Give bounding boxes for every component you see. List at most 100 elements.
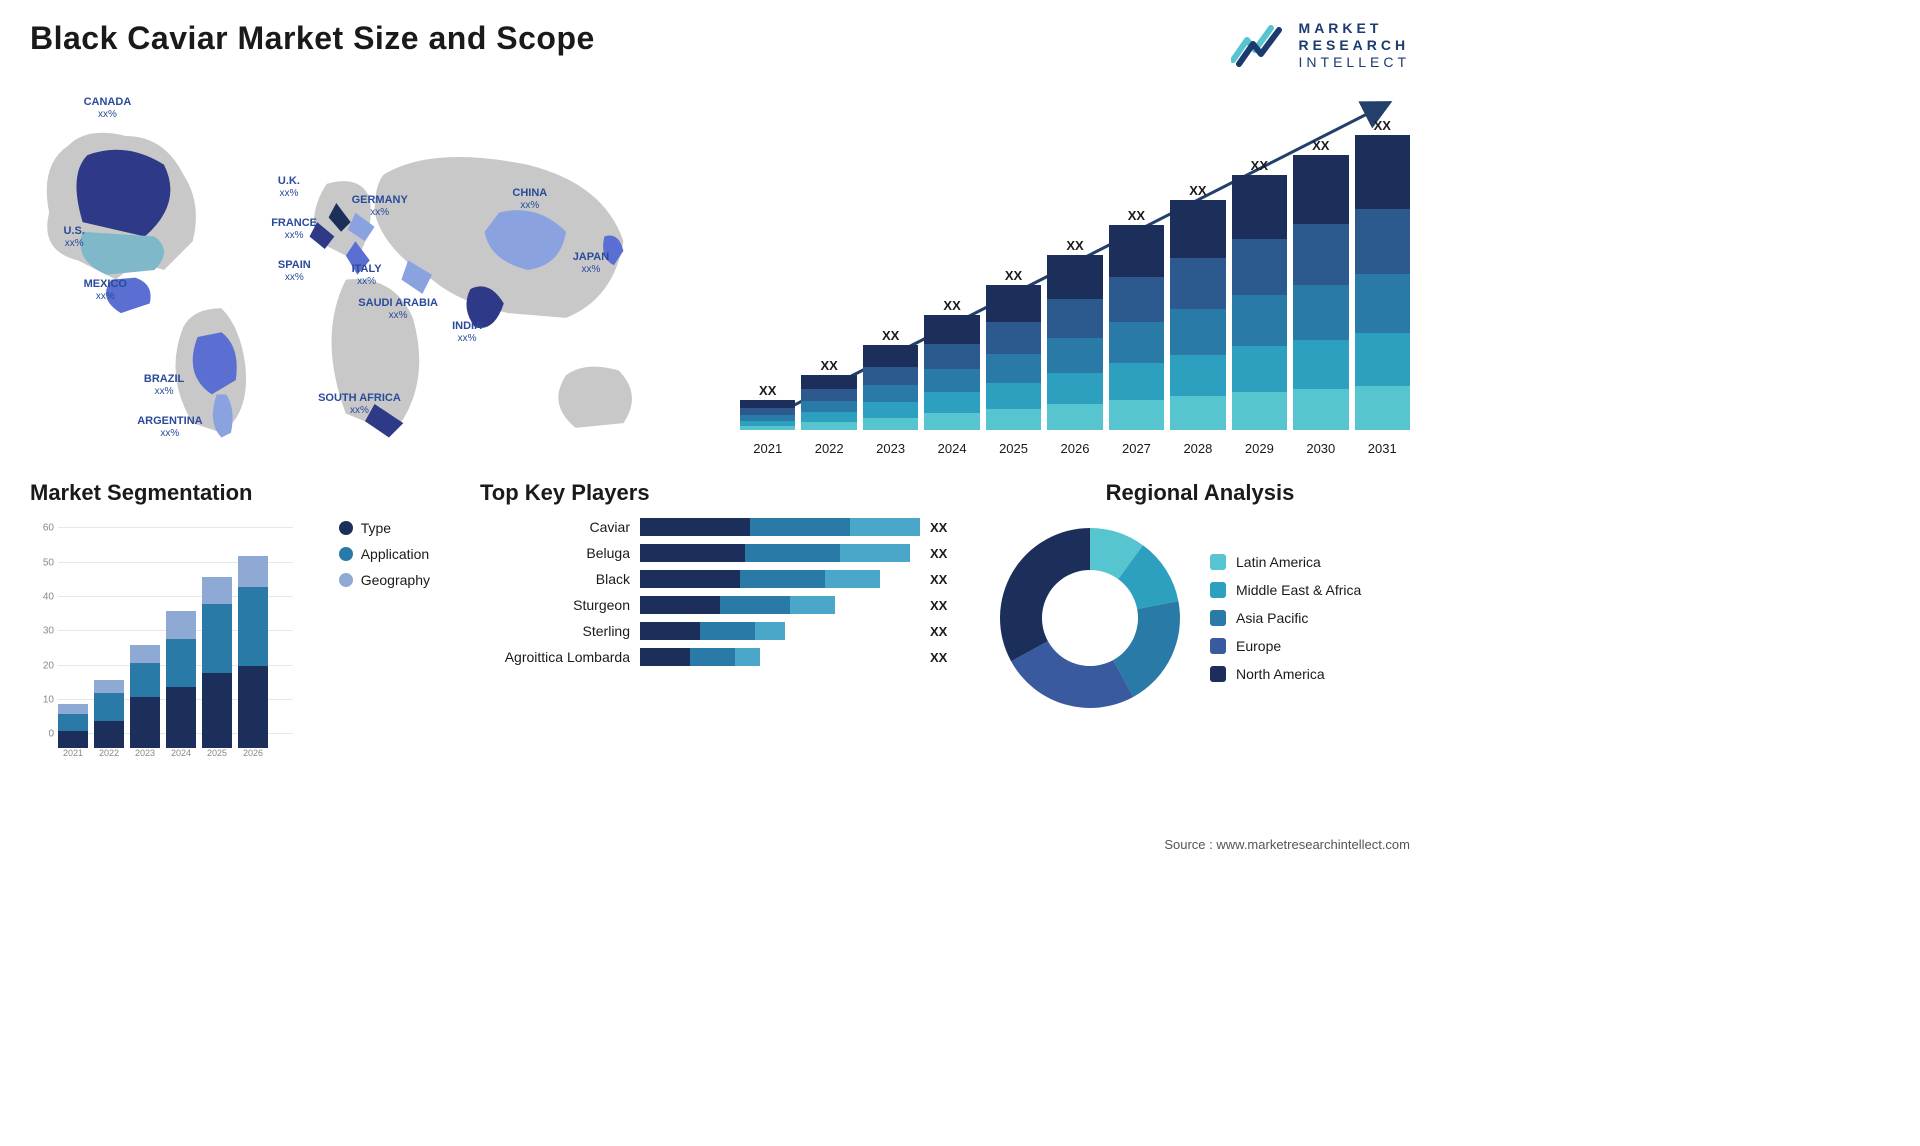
region-legend-item: Middle East & Africa: [1210, 582, 1361, 598]
map-label: SOUTH AFRICAxx%: [318, 392, 401, 416]
seg-bar: [94, 680, 124, 749]
growth-value-label: XX: [1128, 208, 1145, 223]
player-row: BlackXX: [480, 570, 960, 588]
growth-xlabel: 2026: [1047, 441, 1102, 456]
growth-xlabel: 2022: [801, 441, 856, 456]
growth-xlabel: 2025: [986, 441, 1041, 456]
map-label: MEXICOxx%: [84, 278, 127, 302]
logo-line1: MARKET: [1299, 20, 1410, 37]
growth-bar: XX: [1047, 238, 1102, 430]
growth-value-label: XX: [821, 358, 838, 373]
player-label: Caviar: [480, 519, 630, 535]
growth-xlabel: 2024: [924, 441, 979, 456]
map-label: GERMANYxx%: [352, 194, 408, 218]
growth-bar: XX: [1355, 118, 1410, 430]
growth-value-label: XX: [1066, 238, 1083, 253]
growth-bar: XX: [1293, 138, 1348, 430]
region-legend-item: Latin America: [1210, 554, 1361, 570]
map-label: CANADAxx%: [84, 96, 132, 120]
seg-xlabels: 2021 2022 2023 2024 2025 2026: [30, 748, 450, 758]
player-bar: [640, 544, 920, 562]
seg-xlabel: 2023: [130, 748, 160, 758]
map-label: SAUDI ARABIAxx%: [358, 297, 438, 321]
seg-legend-item: Type: [339, 520, 430, 536]
player-label: Agroittica Lombarda: [480, 649, 630, 665]
player-value: XX: [930, 624, 960, 639]
players-list: CaviarXXBelugaXXBlackXXSturgeonXXSterlin…: [480, 518, 960, 666]
growth-bar: XX: [1109, 208, 1164, 430]
player-row: SturgeonXX: [480, 596, 960, 614]
logo-line2: RESEARCH: [1299, 37, 1410, 54]
player-row: SterlingXX: [480, 622, 960, 640]
growth-bar: XX: [924, 298, 979, 430]
map-label: BRAZILxx%: [144, 373, 184, 397]
player-value: XX: [930, 650, 960, 665]
seg-xlabel: 2022: [94, 748, 124, 758]
seg-xlabel: 2024: [166, 748, 196, 758]
player-label: Beluga: [480, 545, 630, 561]
page-title: Black Caviar Market Size and Scope: [30, 20, 595, 57]
region-legend: Latin AmericaMiddle East & AfricaAsia Pa…: [1210, 554, 1361, 682]
player-row: Agroittica Lombarda XX: [480, 648, 960, 666]
growth-bar: XX: [986, 268, 1041, 430]
player-row: Beluga XX: [480, 544, 960, 562]
logo-icon: [1231, 22, 1289, 68]
region-legend-item: Europe: [1210, 638, 1361, 654]
seg-bar: [166, 611, 196, 748]
regional-panel: Regional Analysis Latin America Middle Ea…: [990, 480, 1410, 758]
seg-bar: [130, 645, 160, 748]
bottom-row: Market Segmentation 0102030405060 202120…: [30, 480, 1410, 758]
growth-chart: XXXXXXXXXXXXXXXXXXXXXX 20212022202320242…: [740, 80, 1410, 460]
growth-value-label: XX: [1312, 138, 1329, 153]
growth-value-label: XX: [759, 383, 776, 398]
growth-xlabel: 2029: [1232, 441, 1287, 456]
growth-xlabels: 2021202220232024202520262027202820292030…: [740, 441, 1410, 456]
player-value: XX: [930, 546, 960, 561]
map-label: ITALYxx%: [352, 263, 382, 287]
seg-bar: [202, 577, 232, 749]
growth-bar: XX: [740, 383, 795, 430]
growth-value-label: XX: [882, 328, 899, 343]
map-label: CHINAxx%: [512, 187, 547, 211]
map-label: FRANCExx%: [271, 217, 317, 241]
player-value: XX: [930, 598, 960, 613]
seg-legend-item: Geography: [339, 572, 430, 588]
page: Black Caviar Market Size and Scope MARKE…: [0, 0, 1440, 860]
growth-bar: XX: [801, 358, 856, 430]
segmentation-panel: Market Segmentation 0102030405060 202120…: [30, 480, 450, 758]
seg-xlabel: 2025: [202, 748, 232, 758]
regional-title: Regional Analysis: [990, 480, 1410, 506]
donut-chart: [990, 518, 1190, 718]
growth-bar: XX: [863, 328, 918, 430]
seg-bar: [58, 704, 88, 749]
growth-value-label: XX: [1374, 118, 1391, 133]
growth-bar: XX: [1232, 158, 1287, 430]
player-bar: [640, 648, 920, 666]
logo-text: MARKET RESEARCH INTELLECT: [1299, 20, 1410, 70]
growth-value-label: XX: [943, 298, 960, 313]
source-text: Source : www.marketresearchintellect.com: [1164, 837, 1410, 852]
seg-xlabel: 2021: [58, 748, 88, 758]
top-row: CANADAxx%U.S.xx%MEXICOxx%BRAZILxx%ARGENT…: [30, 80, 1410, 460]
players-panel: Top Key Players CaviarXXBelugaXXBlackXXS…: [480, 480, 960, 758]
growth-xlabel: 2023: [863, 441, 918, 456]
growth-xlabel: 2028: [1170, 441, 1225, 456]
seg-xlabel: 2026: [238, 748, 268, 758]
map-label: INDIAxx%: [452, 320, 482, 344]
player-bar: [640, 596, 920, 614]
growth-xlabel: 2027: [1109, 441, 1164, 456]
segmentation-title: Market Segmentation: [30, 480, 450, 506]
growth-xlabel: 2031: [1355, 441, 1410, 456]
growth-xlabel: 2021: [740, 441, 795, 456]
world-map: CANADAxx%U.S.xx%MEXICOxx%BRAZILxx%ARGENT…: [30, 80, 700, 460]
growth-value-label: XX: [1005, 268, 1022, 283]
players-title: Top Key Players: [480, 480, 960, 506]
player-label: Black: [480, 571, 630, 587]
seg-legend-item: Application: [339, 546, 430, 562]
seg-legend: Type Application Geography: [339, 520, 430, 598]
logo: MARKET RESEARCH INTELLECT: [1231, 20, 1410, 70]
logo-line3: INTELLECT: [1299, 54, 1410, 71]
seg-bar: [238, 556, 268, 748]
growth-value-label: XX: [1251, 158, 1268, 173]
map-label: ARGENTINAxx%: [137, 415, 202, 439]
